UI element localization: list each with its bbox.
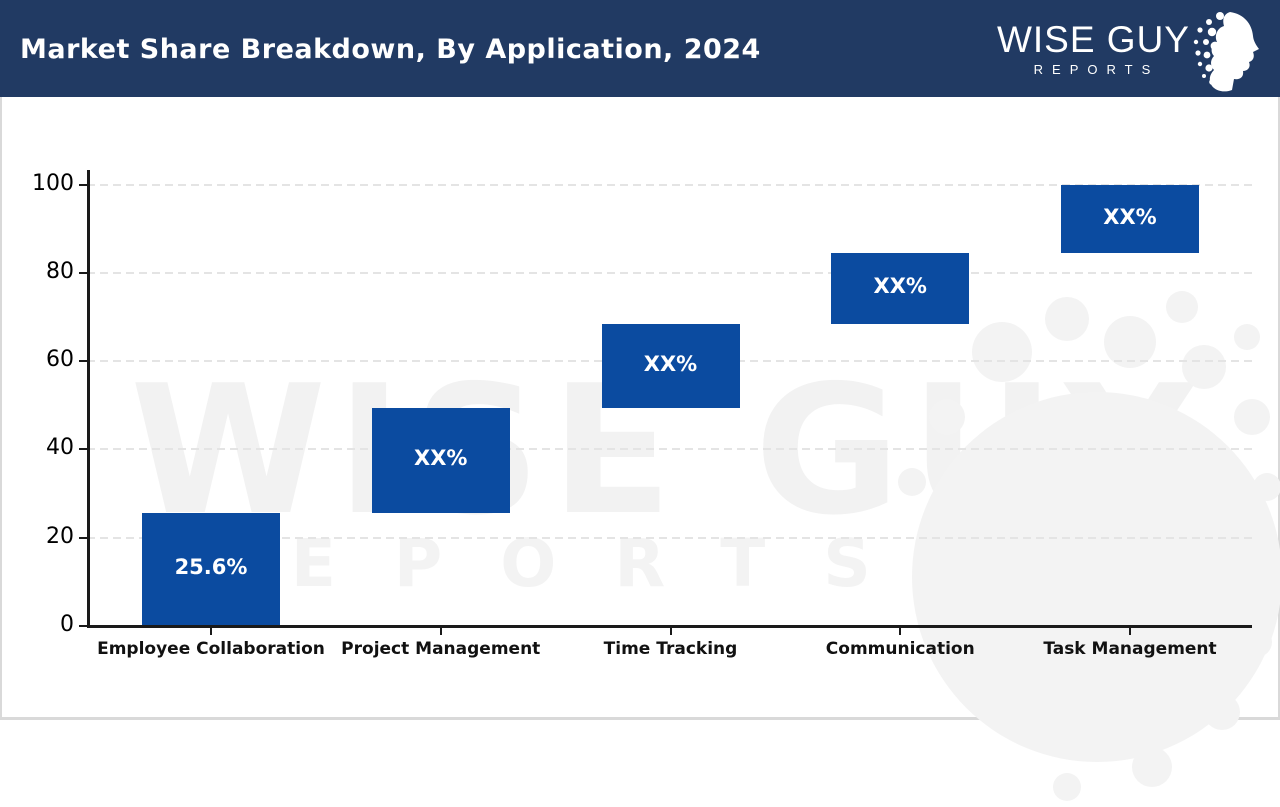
y-tick-label: 0 bbox=[60, 612, 74, 637]
y-tick-mark bbox=[79, 183, 87, 186]
y-tick-mark bbox=[79, 536, 87, 539]
wise-guy-logo: WISE GUY REPORTS bbox=[997, 6, 1262, 92]
logo-wordmark: WISE GUY bbox=[996, 19, 1190, 60]
y-tick-mark bbox=[79, 448, 87, 451]
watermark-face-icon bbox=[898, 291, 1280, 801]
x-tick-mark bbox=[669, 626, 672, 635]
x-category-label: Task Management bbox=[1043, 639, 1217, 659]
bar-value-label: XX% bbox=[873, 274, 927, 299]
waterfall-bar bbox=[831, 252, 970, 324]
y-tick-mark bbox=[79, 271, 87, 274]
x-category-label: Project Management bbox=[341, 639, 541, 659]
page-title: Market Share Breakdown, By Application, … bbox=[20, 34, 761, 65]
logo-text: WISE GUY REPORTS bbox=[996, 19, 1190, 78]
x-tick-mark bbox=[899, 626, 902, 635]
y-gridline bbox=[87, 536, 1252, 539]
waterfall-bar bbox=[1061, 184, 1199, 253]
x-tick-mark bbox=[1129, 626, 1131, 635]
waterfall-bar bbox=[601, 324, 740, 408]
x-category-label: Time Tracking bbox=[603, 639, 738, 659]
bar-value-label: XX% bbox=[414, 446, 468, 471]
x-tick-mark bbox=[439, 626, 442, 635]
y-axis-line bbox=[87, 170, 90, 628]
bar-value-label: XX% bbox=[1103, 204, 1157, 229]
waterfall-bar bbox=[142, 512, 280, 626]
y-tick-label: 60 bbox=[46, 347, 74, 373]
header-bar: Market Share Breakdown, By Application, … bbox=[0, 0, 1280, 97]
y-gridline bbox=[87, 448, 1252, 451]
y-tick-label: 80 bbox=[46, 258, 74, 284]
logo-face-icon bbox=[1193, 12, 1259, 92]
y-gridline bbox=[87, 271, 1252, 274]
y-tick-label: 40 bbox=[46, 435, 74, 461]
waterfall-bar bbox=[371, 407, 510, 513]
y-tick-mark bbox=[79, 360, 87, 363]
bar-value-label: 25.6% bbox=[174, 555, 248, 580]
x-category-label: Communication bbox=[825, 639, 975, 659]
logo-subtitle: REPORTS bbox=[1033, 62, 1160, 77]
waterfall-chart: 0 20 40 60 80 100 25.6% Employee Collaboration X… bbox=[32, 170, 1252, 659]
y-tick-label: 100 bbox=[32, 170, 74, 196]
bar-value-label: XX% bbox=[643, 351, 698, 376]
y-gridline bbox=[87, 183, 1252, 186]
x-tick-mark bbox=[210, 626, 212, 635]
y-tick-mark bbox=[79, 625, 87, 627]
y-tick-label: 20 bbox=[46, 523, 74, 549]
x-category-label: Employee Collaboration bbox=[97, 639, 325, 659]
